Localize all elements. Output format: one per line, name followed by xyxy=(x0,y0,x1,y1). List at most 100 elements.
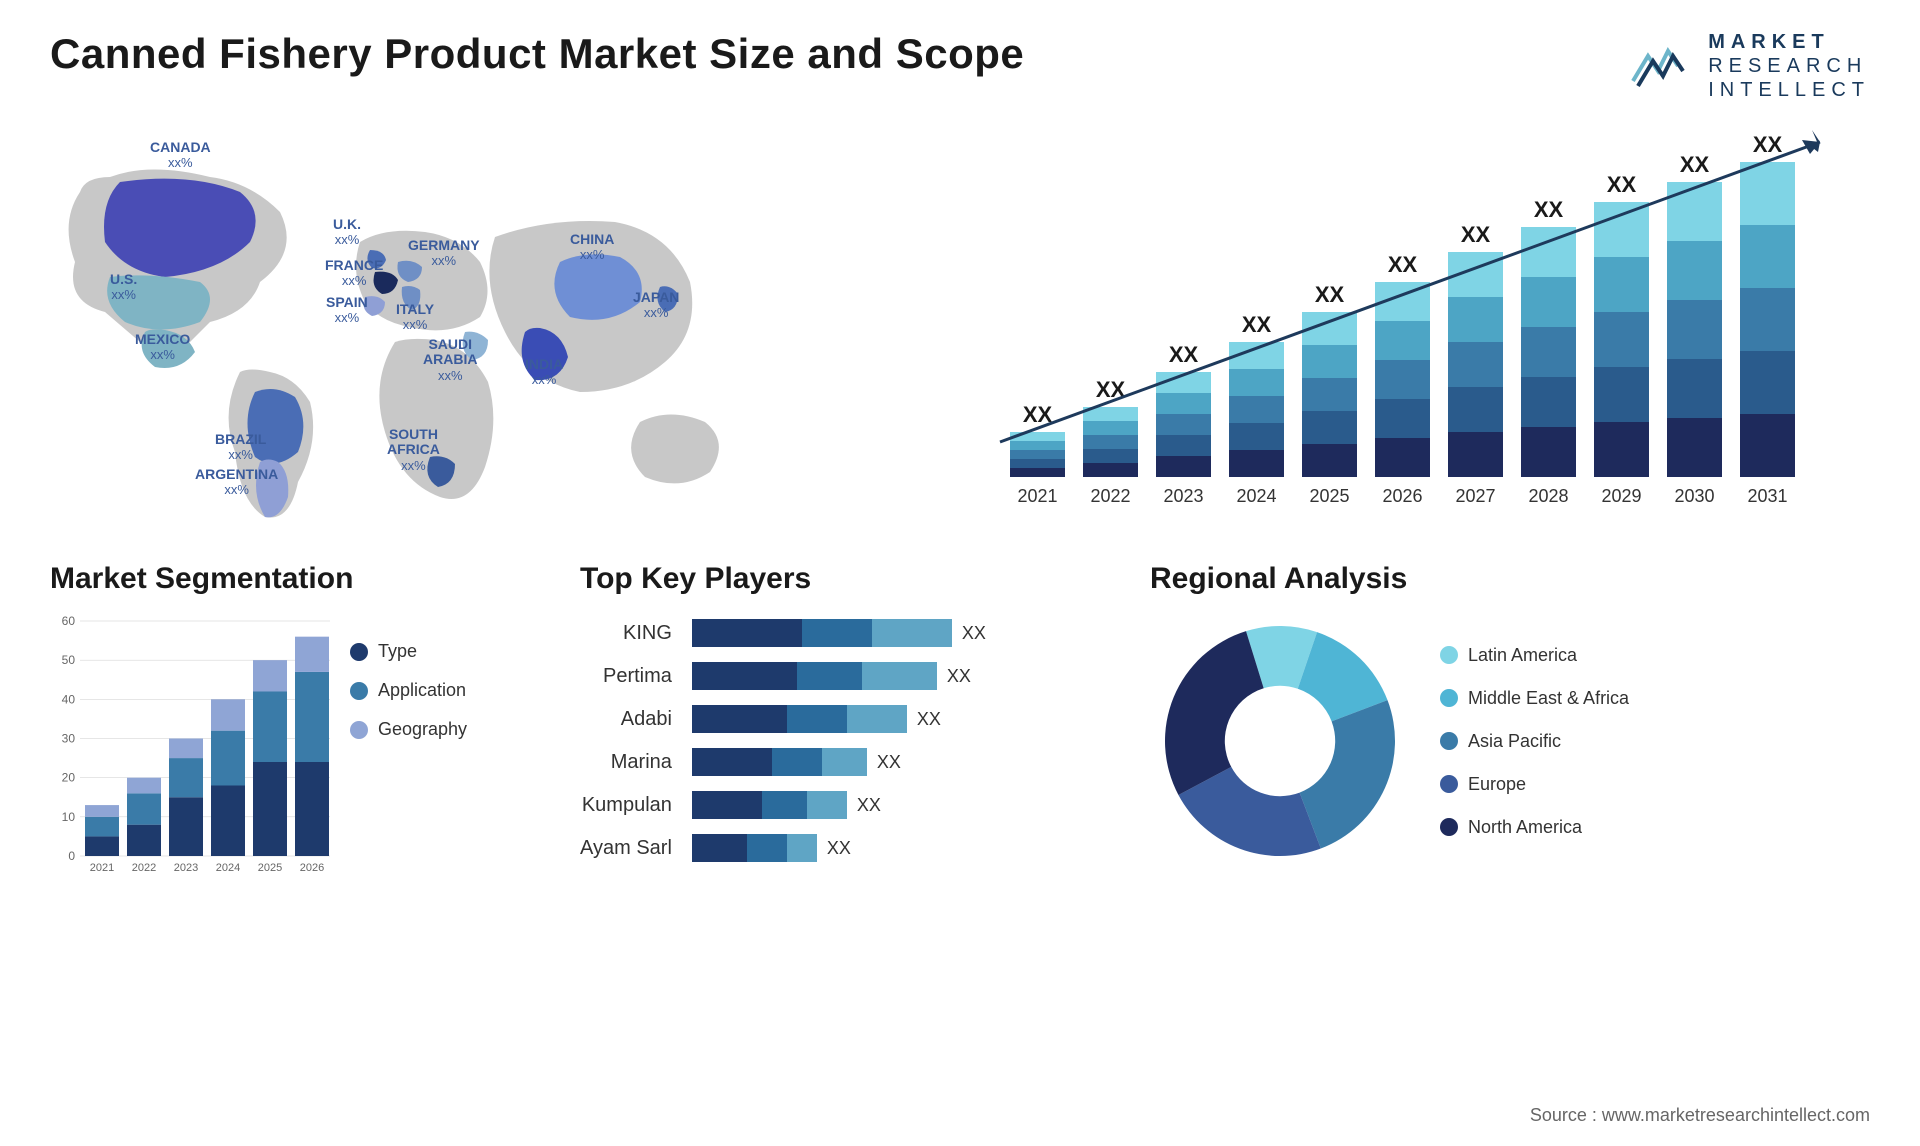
legend-dot xyxy=(350,682,368,700)
player-bar-row: XX xyxy=(692,619,986,647)
svg-text:2026: 2026 xyxy=(300,862,324,874)
player-bar-segment xyxy=(762,791,807,819)
svg-text:20: 20 xyxy=(62,771,76,785)
regional-donut xyxy=(1150,611,1410,871)
svg-text:2023: 2023 xyxy=(174,862,198,874)
regional-legend: Latin America Middle East & Africa Asia Pa… xyxy=(1440,645,1629,838)
player-bar xyxy=(692,619,952,647)
logo-line3: INTELLECT xyxy=(1708,78,1870,102)
svg-text:XX: XX xyxy=(1461,222,1491,247)
map-label: U.K.xx% xyxy=(333,217,361,248)
legend-item: Asia Pacific xyxy=(1440,731,1629,752)
player-bars: XX XX XX XX XX XX xyxy=(692,611,986,862)
legend-label: Geography xyxy=(378,719,467,740)
svg-text:2026: 2026 xyxy=(1382,486,1422,506)
legend-label: Asia Pacific xyxy=(1468,731,1561,752)
svg-text:2030: 2030 xyxy=(1674,486,1714,506)
player-value: XX xyxy=(827,838,851,859)
player-value: XX xyxy=(877,752,901,773)
svg-text:60: 60 xyxy=(62,614,76,628)
svg-text:2024: 2024 xyxy=(216,862,240,874)
map-label: ARGENTINAxx% xyxy=(195,467,278,498)
svg-text:2027: 2027 xyxy=(1455,486,1495,506)
svg-text:30: 30 xyxy=(62,732,76,746)
legend-item: Geography xyxy=(350,719,467,740)
player-value: XX xyxy=(947,666,971,687)
source-attribution: Source : www.marketresearchintellect.com xyxy=(1530,1105,1870,1126)
svg-text:40: 40 xyxy=(62,692,76,706)
map-label: CHINAxx% xyxy=(570,232,614,263)
player-bar xyxy=(692,748,867,776)
market-segmentation: Market Segmentation 01020304050602021202… xyxy=(50,562,530,881)
player-bar-segment xyxy=(822,748,867,776)
player-bar-segment xyxy=(807,791,847,819)
player-bar xyxy=(692,705,907,733)
page-title: Canned Fishery Product Market Size and S… xyxy=(50,30,1024,78)
player-name: KING xyxy=(580,619,672,647)
svg-text:2021: 2021 xyxy=(1017,486,1057,506)
player-names: KING Pertima Adabi Marina Kumpulan Ayam Sarl xyxy=(580,611,672,862)
svg-text:2029: 2029 xyxy=(1601,486,1641,506)
growth-bar-chart: XX2021XX2022XX2023XX2024XX2025XX2026XX20… xyxy=(970,122,1870,522)
player-name: Pertima xyxy=(580,662,672,690)
map-label: ITALYxx% xyxy=(396,302,434,333)
legend-item: Middle East & Africa xyxy=(1440,688,1629,709)
svg-text:XX: XX xyxy=(1315,282,1345,307)
svg-text:2023: 2023 xyxy=(1163,486,1203,506)
player-name: Adabi xyxy=(580,705,672,733)
player-bar-row: XX xyxy=(692,705,986,733)
player-name: Marina xyxy=(580,748,672,776)
player-bar-segment xyxy=(772,748,822,776)
player-bar-segment xyxy=(787,705,847,733)
svg-text:XX: XX xyxy=(1680,152,1710,177)
map-label: BRAZILxx% xyxy=(215,432,266,463)
svg-text:XX: XX xyxy=(1753,132,1783,157)
svg-text:2025: 2025 xyxy=(1309,486,1349,506)
legend-dot xyxy=(1440,775,1458,793)
legend-item: Type xyxy=(350,641,467,662)
legend-item: Latin America xyxy=(1440,645,1629,666)
legend-item: North America xyxy=(1440,817,1629,838)
player-value: XX xyxy=(917,709,941,730)
player-bar-row: XX xyxy=(692,834,986,862)
legend-item: Application xyxy=(350,680,467,701)
player-bar-segment xyxy=(787,834,817,862)
svg-text:XX: XX xyxy=(1242,312,1272,337)
svg-text:XX: XX xyxy=(1169,342,1199,367)
logo-icon xyxy=(1628,41,1698,91)
legend-label: North America xyxy=(1468,817,1582,838)
player-bar-segment xyxy=(692,791,762,819)
segmentation-title: Market Segmentation xyxy=(50,562,530,596)
svg-text:0: 0 xyxy=(68,849,75,863)
player-bar-row: XX xyxy=(692,748,986,776)
svg-text:2028: 2028 xyxy=(1528,486,1568,506)
player-bar-segment xyxy=(747,834,787,862)
player-name: Kumpulan xyxy=(580,791,672,819)
map-label: MEXICOxx% xyxy=(135,332,190,363)
svg-text:2022: 2022 xyxy=(132,862,156,874)
player-value: XX xyxy=(962,623,986,644)
legend-label: Type xyxy=(378,641,417,662)
player-bar-segment xyxy=(802,619,872,647)
player-bar-row: XX xyxy=(692,791,986,819)
legend-label: Middle East & Africa xyxy=(1468,688,1629,709)
player-bar-row: XX xyxy=(692,662,986,690)
svg-text:2021: 2021 xyxy=(90,862,114,874)
player-bar-segment xyxy=(692,662,797,690)
logo-line1: MARKET xyxy=(1708,30,1870,54)
svg-text:XX: XX xyxy=(1534,197,1564,222)
legend-dot xyxy=(1440,646,1458,664)
player-bar-segment xyxy=(692,705,787,733)
legend-item: Europe xyxy=(1440,774,1629,795)
svg-text:2022: 2022 xyxy=(1090,486,1130,506)
svg-text:XX: XX xyxy=(1607,172,1637,197)
world-map: CANADAxx%U.S.xx%MEXICOxx%BRAZILxx%ARGENT… xyxy=(50,122,930,522)
svg-text:50: 50 xyxy=(62,653,76,667)
map-label: GERMANYxx% xyxy=(408,238,480,269)
svg-text:XX: XX xyxy=(1388,252,1418,277)
legend-label: Latin America xyxy=(1468,645,1577,666)
player-bar xyxy=(692,791,847,819)
player-bar-segment xyxy=(692,619,802,647)
player-bar-segment xyxy=(692,834,747,862)
player-name: Ayam Sarl xyxy=(580,834,672,862)
